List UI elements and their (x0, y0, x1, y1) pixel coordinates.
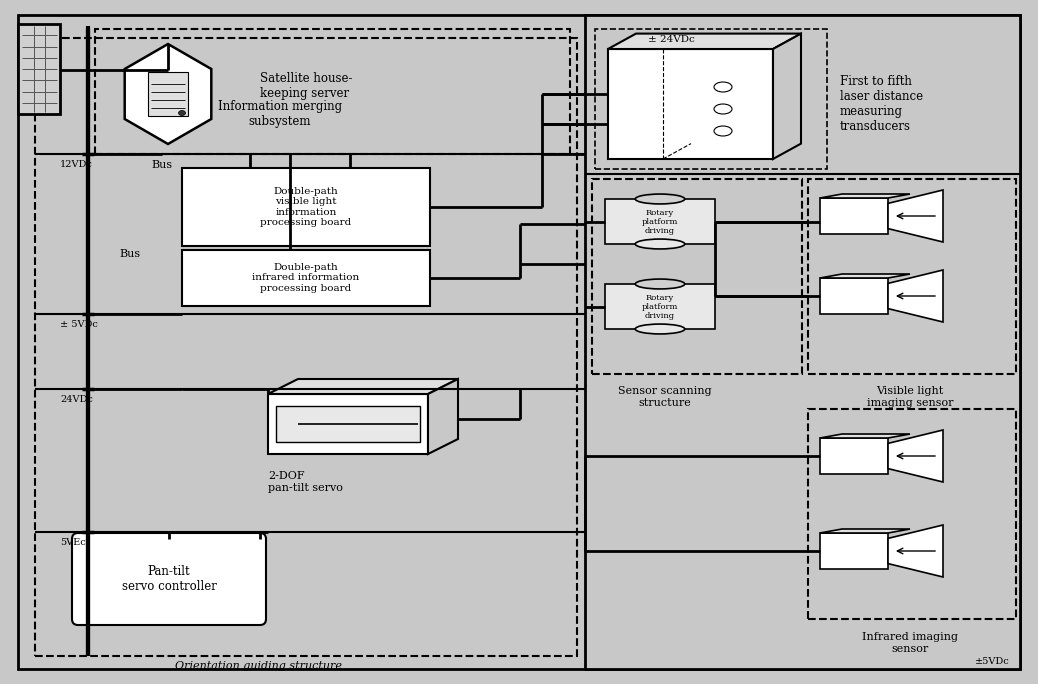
Polygon shape (773, 34, 801, 159)
Text: First to fifth
laser distance
measuring
transducers: First to fifth laser distance measuring … (840, 75, 923, 133)
Polygon shape (820, 194, 910, 198)
Ellipse shape (714, 104, 732, 114)
Text: ± 24VDc: ± 24VDc (648, 36, 694, 44)
Text: ±5VDc: ±5VDc (976, 657, 1010, 666)
Polygon shape (820, 274, 910, 278)
Text: Information merging
subsystem: Information merging subsystem (218, 100, 343, 128)
Text: Pan-tilt
servo controller: Pan-tilt servo controller (121, 565, 217, 593)
Polygon shape (887, 270, 943, 322)
Text: 12VDc: 12VDc (60, 160, 92, 169)
Bar (268, 394, 428, 454)
Bar (820, 278, 887, 314)
Text: 24VDc: 24VDc (60, 395, 92, 404)
FancyBboxPatch shape (72, 533, 266, 625)
Ellipse shape (635, 194, 685, 204)
Bar (605, 199, 715, 244)
Text: Double-path
visible light
information
processing board: Double-path visible light information pr… (261, 187, 352, 227)
Bar (18, 24, 60, 114)
Bar (808, 409, 1016, 619)
Ellipse shape (635, 239, 685, 249)
Text: 5VEc: 5VEc (60, 538, 86, 547)
Text: Rotary
platform
driving: Rotary platform driving (641, 294, 678, 320)
Bar (95, 29, 570, 154)
Ellipse shape (635, 324, 685, 334)
Text: Bus: Bus (119, 249, 140, 259)
Bar (182, 168, 430, 246)
Bar (592, 179, 802, 374)
Ellipse shape (714, 82, 732, 92)
Text: Sensor scanning
structure: Sensor scanning structure (619, 386, 712, 408)
Bar (182, 250, 430, 306)
Bar (608, 49, 773, 159)
Bar (276, 406, 420, 442)
Polygon shape (887, 430, 943, 482)
Bar (585, 15, 1020, 669)
Bar (820, 198, 887, 234)
Bar (820, 533, 887, 569)
Bar (605, 284, 715, 329)
Bar (148, 72, 188, 116)
Text: Double-path
infrared information
processing board: Double-path infrared information process… (252, 263, 359, 293)
Bar (35, 38, 577, 656)
Text: Orientation guiding structure: Orientation guiding structure (175, 661, 342, 671)
Text: Infrared imaging
sensor: Infrared imaging sensor (862, 632, 958, 654)
Polygon shape (820, 529, 910, 533)
Bar (820, 438, 887, 474)
Polygon shape (887, 190, 943, 242)
Polygon shape (608, 34, 801, 49)
Text: Satellite house-
keeping server: Satellite house- keeping server (260, 72, 353, 100)
Polygon shape (125, 44, 212, 144)
Polygon shape (428, 379, 458, 454)
Polygon shape (268, 379, 458, 394)
Text: Rotary
platform
driving: Rotary platform driving (641, 209, 678, 235)
Bar (595, 29, 827, 169)
Bar (808, 179, 1016, 374)
Polygon shape (820, 434, 910, 438)
Ellipse shape (179, 111, 186, 116)
Text: Visible light
imaging sensor: Visible light imaging sensor (867, 386, 953, 408)
Ellipse shape (714, 126, 732, 136)
Polygon shape (887, 525, 943, 577)
Text: 2-DOF
pan-tilt servo: 2-DOF pan-tilt servo (268, 471, 343, 492)
Text: Bus: Bus (152, 160, 172, 170)
Ellipse shape (635, 279, 685, 289)
Text: ± 5VDc: ± 5VDc (60, 320, 98, 329)
